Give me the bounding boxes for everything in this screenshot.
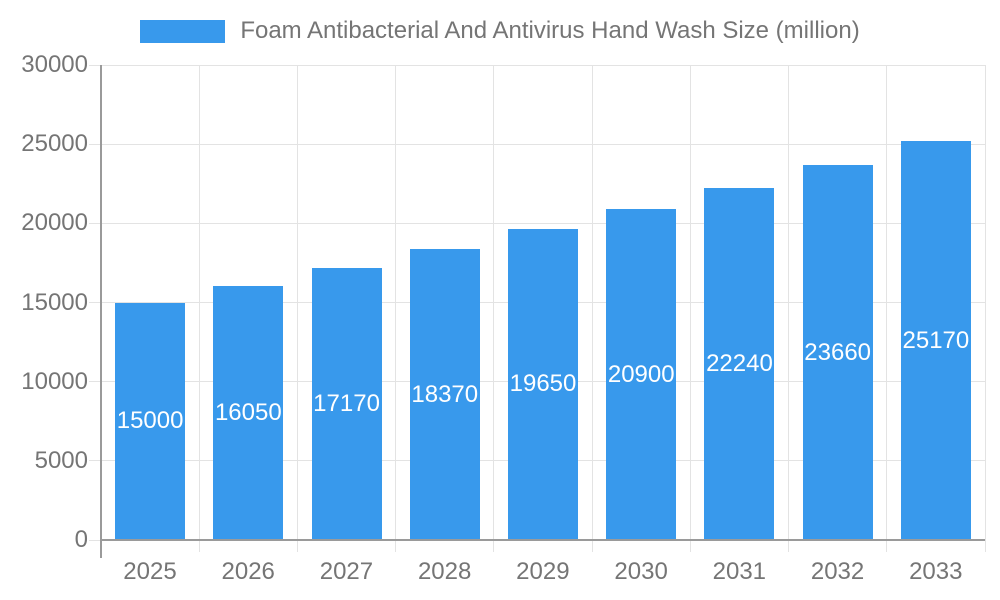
- y-axis-tick: [89, 302, 101, 303]
- legend-label: Foam Antibacterial And Antivirus Hand Wa…: [240, 17, 860, 44]
- y-axis-tick: [89, 143, 101, 145]
- x-axis-label: 2033: [909, 558, 963, 585]
- bar-value-label: 20900: [607, 360, 675, 388]
- gridline-vertical: [296, 65, 298, 540]
- y-axis-label: 15000: [21, 288, 88, 316]
- x-axis-tick: [493, 540, 495, 552]
- x-axis-tick: [296, 540, 298, 552]
- bar[interactable]: 22240: [704, 187, 775, 540]
- gridline-vertical: [198, 65, 200, 540]
- x-axis-line: [101, 539, 985, 541]
- y-axis-label: 20000: [21, 209, 88, 237]
- gridline-vertical: [591, 65, 593, 540]
- x-axis-label: 2026: [221, 558, 275, 585]
- y-axis-tick: [89, 381, 101, 383]
- bar-value-label: 19650: [509, 370, 577, 398]
- gridline-vertical: [493, 65, 495, 540]
- bar-value-label: 22240: [706, 349, 773, 377]
- x-axis-tick: [984, 540, 986, 552]
- legend[interactable]: Foam Antibacterial And Antivirus Hand Wa…: [0, 14, 1000, 48]
- x-axis-tick: [689, 540, 691, 552]
- x-axis-label: 2029: [516, 558, 570, 585]
- gridline-vertical: [984, 65, 986, 540]
- x-axis-label: 2027: [319, 558, 374, 585]
- bar-value-label: 17170: [313, 390, 380, 418]
- legend-swatch: [140, 19, 226, 43]
- x-axis-tick: [886, 540, 888, 552]
- x-axis-tick: [788, 540, 790, 552]
- bar-value-label: 15000: [116, 407, 184, 435]
- gridline-vertical: [689, 65, 691, 540]
- bar[interactable]: 20900: [606, 209, 677, 540]
- bar-value-label: 23660: [804, 338, 872, 366]
- x-axis-tick: [395, 540, 397, 552]
- gridline-horizontal: [101, 143, 985, 145]
- x-axis-tick: [198, 540, 200, 552]
- x-axis-label: 2030: [614, 558, 668, 585]
- y-axis-label: 0: [74, 526, 88, 553]
- x-axis-label: 2031: [712, 558, 767, 585]
- gridline-horizontal: [101, 64, 985, 66]
- bar[interactable]: 18370: [409, 249, 480, 540]
- y-axis-label: 5000: [34, 446, 88, 474]
- bar-value-label: 16050: [214, 398, 282, 426]
- bar[interactable]: 25170: [900, 141, 971, 540]
- gridline-vertical: [788, 65, 790, 540]
- y-axis-tick: [89, 539, 101, 541]
- y-axis-label: 25000: [21, 130, 88, 158]
- gridline-horizontal: [101, 222, 985, 224]
- x-axis-label: 2025: [123, 558, 177, 585]
- bar[interactable]: 19650: [508, 228, 578, 540]
- y-axis-tick: [89, 460, 101, 462]
- gridline-vertical: [886, 65, 888, 540]
- bar-value-label: 25170: [902, 326, 970, 354]
- y-axis-line: [100, 65, 102, 558]
- bar[interactable]: 16050: [213, 285, 284, 540]
- y-axis-label: 10000: [21, 367, 88, 395]
- x-axis-label: 2032: [810, 558, 865, 585]
- bar[interactable]: 15000: [115, 302, 186, 540]
- x-axis-label: 2028: [417, 558, 472, 585]
- y-axis-tick: [89, 64, 101, 66]
- gridline-vertical: [395, 65, 397, 540]
- y-axis-tick: [89, 222, 101, 224]
- y-axis-label: 30000: [21, 51, 88, 78]
- bar[interactable]: 17170: [311, 268, 382, 540]
- x-axis-tick: [591, 540, 593, 552]
- bar-value-label: 18370: [411, 380, 479, 408]
- bar[interactable]: 23660: [802, 165, 873, 540]
